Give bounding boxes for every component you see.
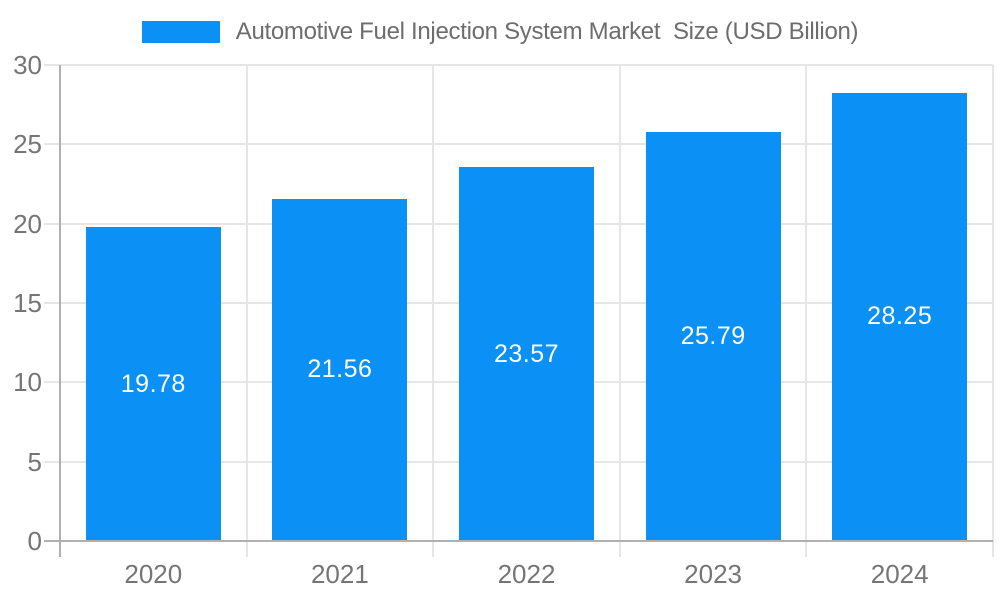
y-axis-line [59,65,61,557]
gridline-v [245,65,248,557]
bar-2022[interactable]: 23.57 [459,167,594,541]
y-axis-label: 20 [13,208,42,239]
y-tick-mark [44,143,60,146]
x-axis-label: 2023 [684,559,743,589]
bar-2020[interactable]: 19.78 [85,227,221,541]
y-tick-mark [44,64,60,66]
bar-value-label: 28.25 [867,302,933,331]
x-axis-label: 2024 [870,559,929,589]
y-tick-mark [44,302,60,304]
gridline-v [805,65,808,557]
y-tick-mark [44,222,60,225]
y-axis-label: 0 [27,526,42,556]
y-axis-label: 15 [13,288,42,318]
gridline-v [432,65,435,557]
gridline-h [60,143,993,146]
bar-value-label: 25.79 [680,321,746,350]
x-axis-label: 2022 [497,559,556,589]
bar-value-label: 23.57 [493,339,560,368]
gridline-h [60,64,993,66]
bar-value-label: 19.78 [120,369,186,398]
x-axis-line [44,540,993,542]
y-tick-mark [44,381,60,384]
chart-legend: Automotive Fuel Injection System Market … [0,18,1000,46]
x-axis-label: 2020 [124,559,183,589]
y-axis-label: 5 [27,446,42,477]
gridline-v [992,65,994,557]
gridline-v [618,65,621,557]
legend-label: Automotive Fuel Injection System Market … [235,18,859,45]
x-axis-label: 2021 [310,559,369,589]
y-axis-label: 30 [13,50,42,80]
y-axis-label: 10 [13,367,42,398]
bar-value-label: 21.56 [307,355,373,384]
legend-swatch-icon [141,21,220,43]
bar-2023[interactable]: 25.79 [645,131,781,541]
bar-2024[interactable]: 28.25 [832,92,968,541]
y-axis-label: 25 [13,129,42,160]
y-tick-mark [44,460,60,463]
bar-2021[interactable]: 21.56 [272,198,408,541]
